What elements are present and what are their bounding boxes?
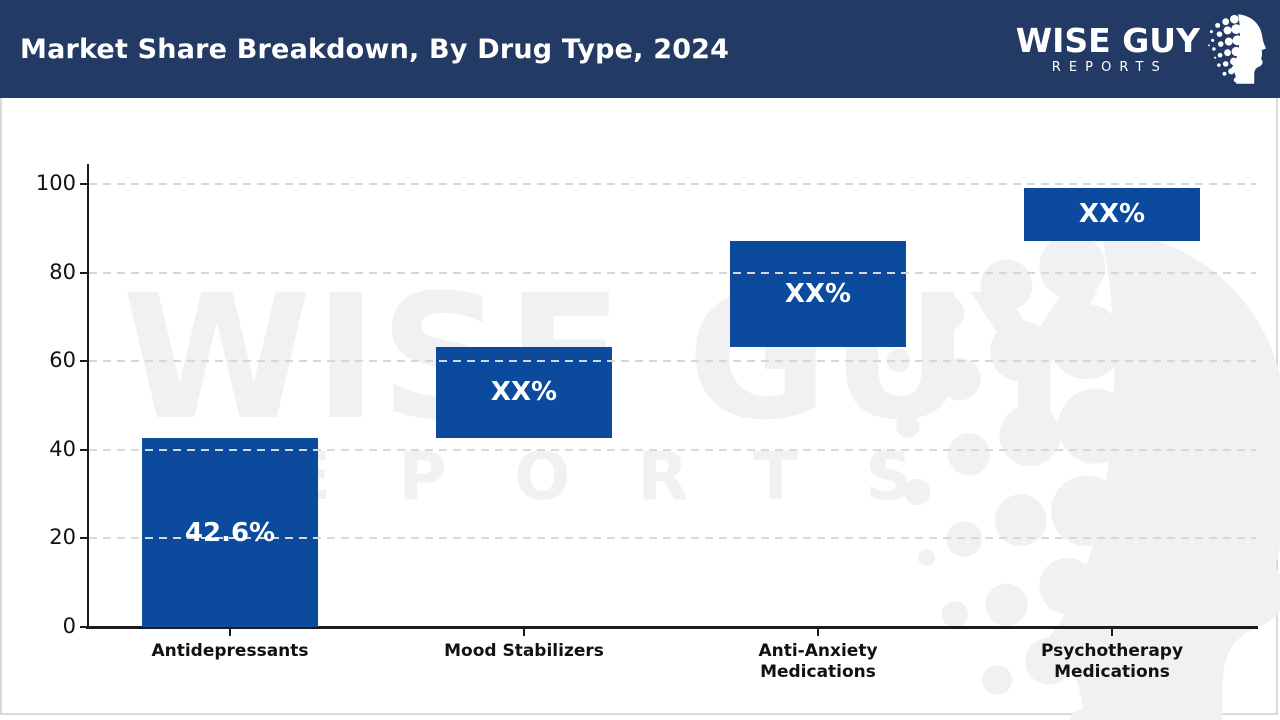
bar-value-label: XX% — [1078, 199, 1146, 230]
x-category-label-line: Medications — [760, 662, 876, 683]
x-category-label: Anti-Anxiety Medications — [678, 641, 958, 684]
y-tick-label: 40 — [49, 436, 76, 461]
x-category-label-line: Medications — [1054, 662, 1170, 683]
gridline — [89, 537, 1256, 540]
bar-value-label: XX% — [784, 278, 852, 309]
logo-name: WISE GUY — [1015, 21, 1200, 60]
gridline — [89, 360, 1256, 363]
x-category-label: Mood Stabilizers — [384, 641, 664, 662]
gridline — [89, 271, 1256, 274]
y-tick-label: 100 — [35, 171, 76, 195]
x-tick-mark — [1111, 628, 1113, 636]
y-tick-mark — [80, 626, 88, 628]
waterfall-bar — [1024, 187, 1200, 242]
x-category-label: Psychotherapy Medications — [972, 641, 1252, 684]
x-category-label-line: Anti-Anxiety — [758, 641, 878, 661]
x-tick-mark — [229, 628, 231, 636]
page-title: Market Share Breakdown, By Drug Type, 20… — [20, 33, 730, 65]
x-axis-line — [86, 626, 1258, 629]
gridline — [89, 448, 1256, 451]
x-category-label-line: Antidepressants — [151, 641, 309, 661]
wiseguy-logo: WISE GUY REPORTS — [1016, 8, 1266, 90]
gridline — [89, 183, 1256, 185]
y-tick-mark — [80, 448, 88, 451]
y-axis-line — [87, 164, 89, 628]
x-category-label-line: Psychotherapy — [1040, 641, 1184, 661]
y-tick-label: 60 — [49, 348, 76, 373]
y-tick-mark — [80, 537, 88, 540]
x-category-label-line: Mood Stabilizers — [444, 641, 604, 661]
wiseguy-head-icon — [1208, 14, 1266, 84]
y-tick-label: 20 — [49, 525, 76, 550]
y-tick-label: 0 — [62, 614, 76, 638]
bar-value-label: XX% — [490, 377, 558, 408]
x-tick-mark — [817, 628, 819, 636]
waterfall-bar — [730, 241, 906, 347]
bar-value-label: 42.6% — [184, 517, 276, 548]
logo-text: WISE GUY REPORTS — [1016, 24, 1200, 74]
x-tick-mark — [523, 628, 525, 636]
y-tick-label: 80 — [49, 259, 76, 284]
y-tick-mark — [80, 271, 88, 274]
header-bar: Market Share Breakdown, By Drug Type, 20… — [0, 0, 1280, 98]
logo-subtitle: REPORTS — [1051, 60, 1168, 75]
x-category-label: Antidepressants — [90, 641, 370, 662]
y-tick-mark — [80, 183, 88, 185]
y-tick-mark — [80, 360, 88, 363]
waterfall-bar — [142, 438, 318, 627]
